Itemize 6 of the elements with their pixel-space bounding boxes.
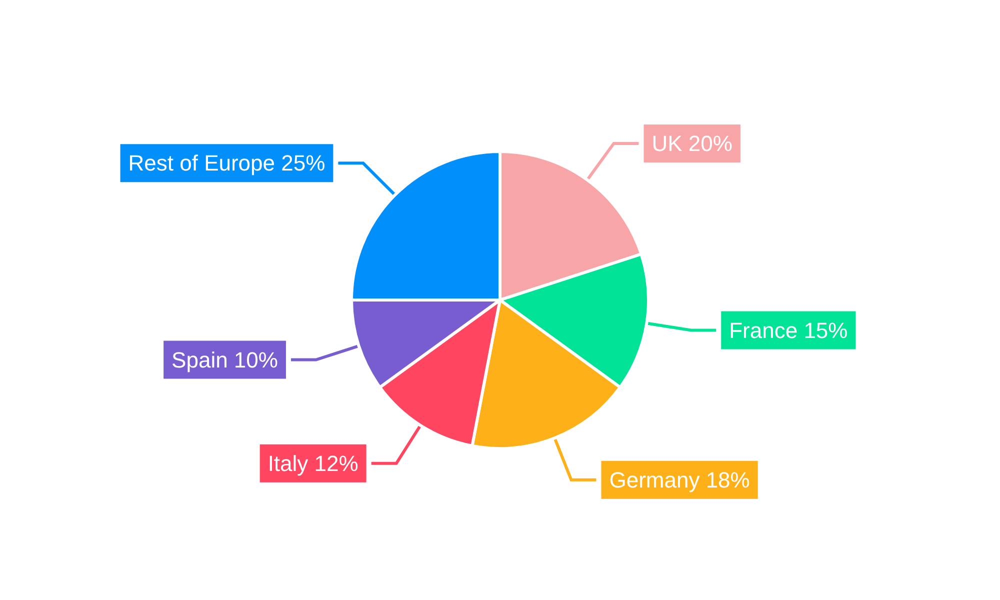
slice-label: France 15% bbox=[729, 318, 848, 343]
slice-label: Rest of Europe 25% bbox=[128, 150, 326, 176]
slice-label: Germany 18% bbox=[609, 467, 750, 492]
slice-label: Spain 10% bbox=[172, 347, 278, 372]
slice-label: Italy 12% bbox=[268, 450, 358, 476]
slice-label: UK 20% bbox=[652, 130, 732, 156]
